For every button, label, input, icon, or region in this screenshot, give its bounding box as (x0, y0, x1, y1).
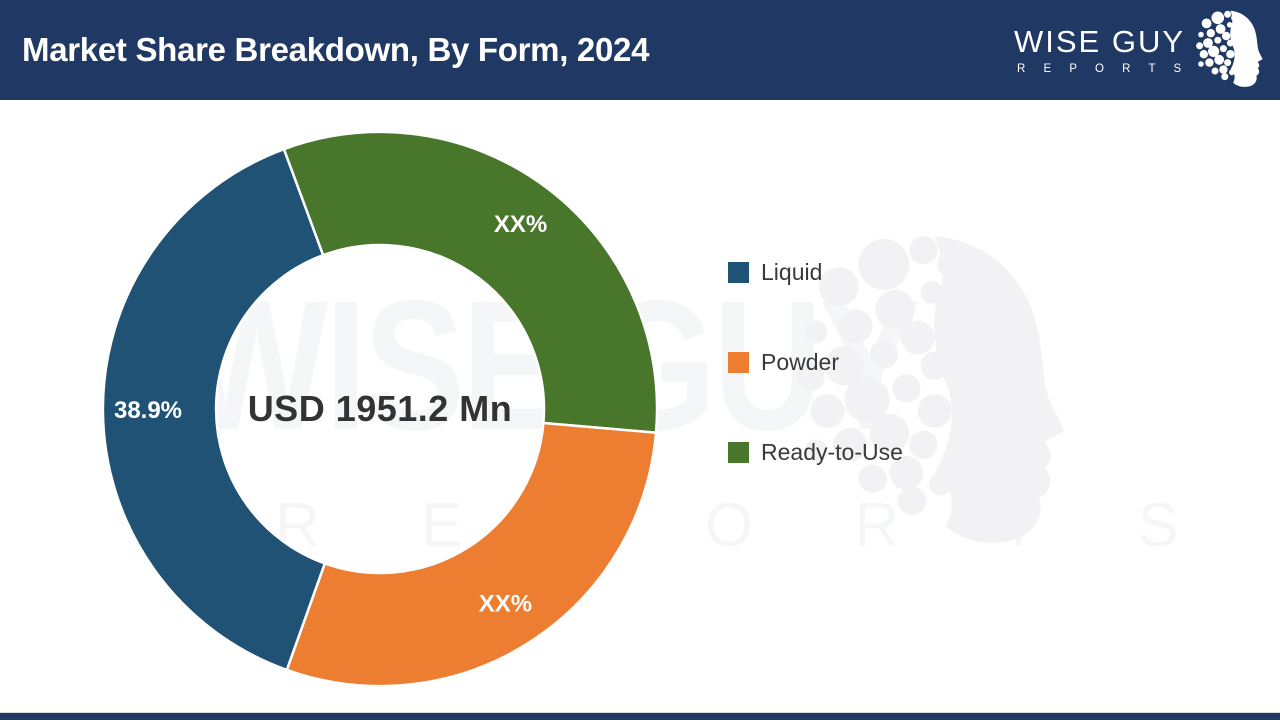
chart-area: WISE GUY R E P O R T S XX%XX%38.9% USD 1… (0, 100, 1280, 712)
legend-item-liquid: Liquid (728, 255, 903, 289)
logo-subtitle: R E P O R T S (1017, 63, 1189, 75)
donut-segment-liquid (101, 147, 327, 672)
legend-item-powder: Powder (728, 345, 903, 379)
head-profile-icon (1194, 8, 1264, 92)
donut-chart: XX% XX% 38.9% (101, 130, 659, 688)
legend-label: Ready-to-Use (761, 438, 903, 465)
wise-guy-logo: WISE GUY R E P O R T S (1014, 8, 1264, 92)
legend-label: Liquid (761, 258, 823, 285)
page-title: Market Share Breakdown, By Form, 2024 (22, 31, 650, 68)
logo-wordmark: WISE GUY (1014, 24, 1186, 59)
chart-legend: Liquid Powder Ready-to-Use (728, 255, 903, 525)
donut-segment-ready-to-use (282, 130, 659, 435)
segment-label-liquid: 38.9% (114, 397, 182, 424)
segment-label-ready-to-use: XX% (494, 211, 547, 238)
header: Market Share Breakdown, By Form, 2024 WI… (0, 0, 1280, 100)
logo-text: WISE GUY R E P O R T S (1014, 24, 1189, 75)
donut-center-value: USD 1951.2 Mn (247, 388, 513, 429)
segment-label-powder: XX% (479, 591, 532, 618)
legend-swatch (728, 441, 749, 463)
legend-swatch (728, 351, 749, 373)
legend-item-ready-to-use: Ready-to-Use (728, 435, 903, 469)
legend-label: Powder (761, 348, 839, 375)
legend-swatch (728, 261, 749, 283)
donut-segment-powder (285, 421, 658, 688)
donut-chart-container: XX% XX% 38.9% (95, 124, 665, 694)
footer-bar (0, 712, 1280, 720)
